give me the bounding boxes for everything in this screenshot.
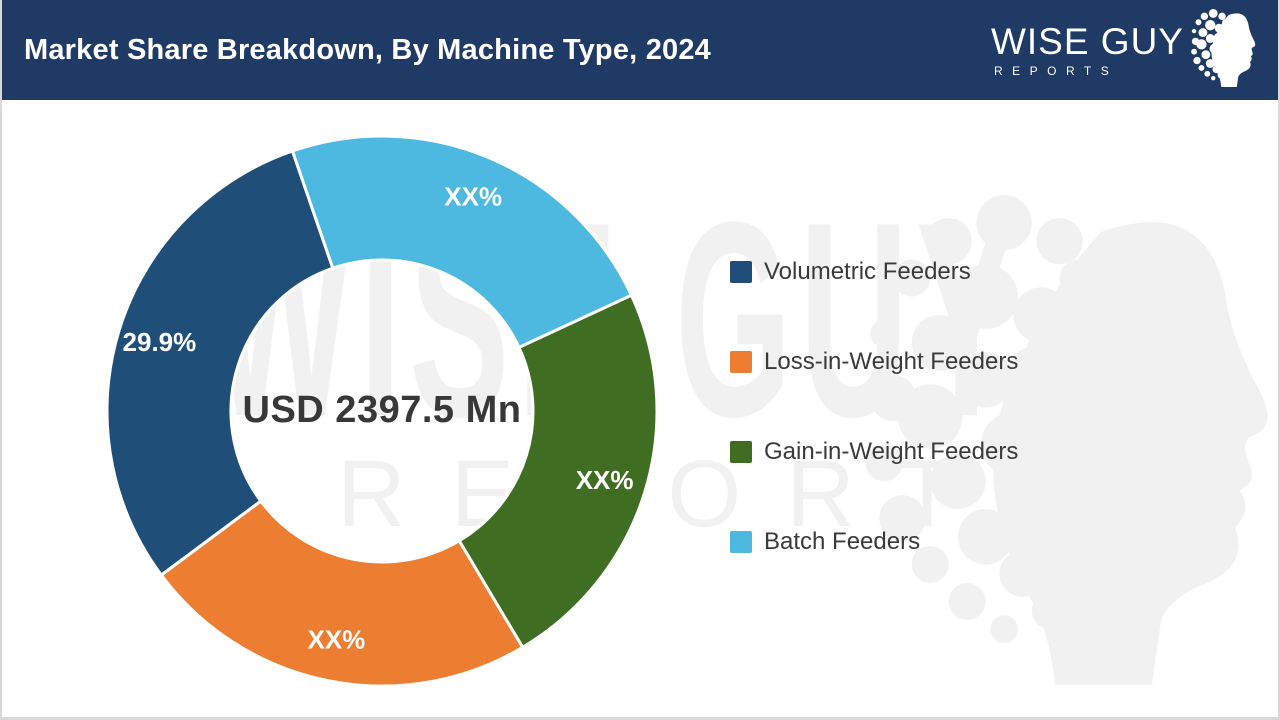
legend-label: Batch Feeders <box>764 528 921 555</box>
donut-segment-volumetric-feeders <box>105 149 335 578</box>
chart-legend: Volumetric Feeders Loss-in-Weight Feeders… <box>730 260 1018 554</box>
chart-center-value: USD 2397.5 Mn <box>242 389 522 431</box>
wiseguy-logo: WISE GUY REPORTS <box>991 9 1262 90</box>
legend-swatch <box>730 441 752 463</box>
segment-value-label: XX% <box>307 625 365 655</box>
legend-item: Loss-in-Weight Feeders <box>730 350 1018 374</box>
legend-label: Volumetric Feeders <box>764 258 971 285</box>
page-title: Market Share Breakdown, By Machine Type,… <box>24 33 712 66</box>
logo-sub-label: REPORTS <box>993 63 1119 78</box>
legend-item: Gain-in-Weight Feeders <box>730 440 1018 464</box>
segment-value-label: 29.9% <box>123 327 197 357</box>
segment-value-label: XX% <box>444 182 502 212</box>
legend-label: Loss-in-Weight Feeders <box>764 348 1019 375</box>
logo-wordmark: WISE GUY <box>990 20 1184 62</box>
header-bar: Market Share Breakdown, By Machine Type,… <box>2 0 1278 100</box>
legend-item: Volumetric Feeders <box>730 260 1018 284</box>
donut-chart: 29.9% XX% XX% XX% <box>105 134 659 688</box>
legend-label: Gain-in-Weight Feeders <box>764 438 1019 465</box>
logo-face-icon <box>1191 9 1256 88</box>
legend-swatch <box>730 351 752 373</box>
segment-value-label: XX% <box>576 465 634 495</box>
chart-area: WISE GUY REPORTS 29.9% XX% XX% XX% USD 2397… <box>2 100 1278 717</box>
donut-segment-gain-in-weight-feeders <box>457 293 659 650</box>
donut-segment-batch-feeders <box>290 134 634 350</box>
logo-text: WISE GUY REPORTS <box>990 20 1184 78</box>
legend-swatch <box>730 531 752 553</box>
legend-item: Batch Feeders <box>730 530 1018 554</box>
donut-segment-loss-in-weight-feeders <box>159 499 525 688</box>
legend-swatch <box>730 261 752 283</box>
